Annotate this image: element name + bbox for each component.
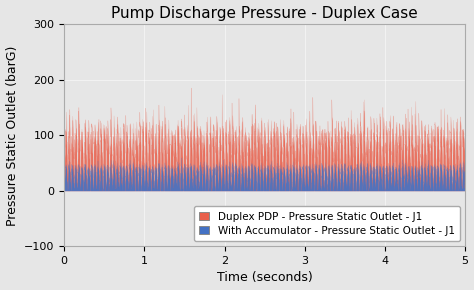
X-axis label: Time (seconds): Time (seconds) <box>217 271 312 284</box>
Title: Pump Discharge Pressure - Duplex Case: Pump Discharge Pressure - Duplex Case <box>111 6 418 21</box>
Legend: Duplex PDP - Pressure Static Outlet - J1, With Accumulator - Pressure Static Out: Duplex PDP - Pressure Static Outlet - J1… <box>193 206 460 241</box>
Y-axis label: Pressure Static Outlet (barG): Pressure Static Outlet (barG) <box>6 45 18 226</box>
